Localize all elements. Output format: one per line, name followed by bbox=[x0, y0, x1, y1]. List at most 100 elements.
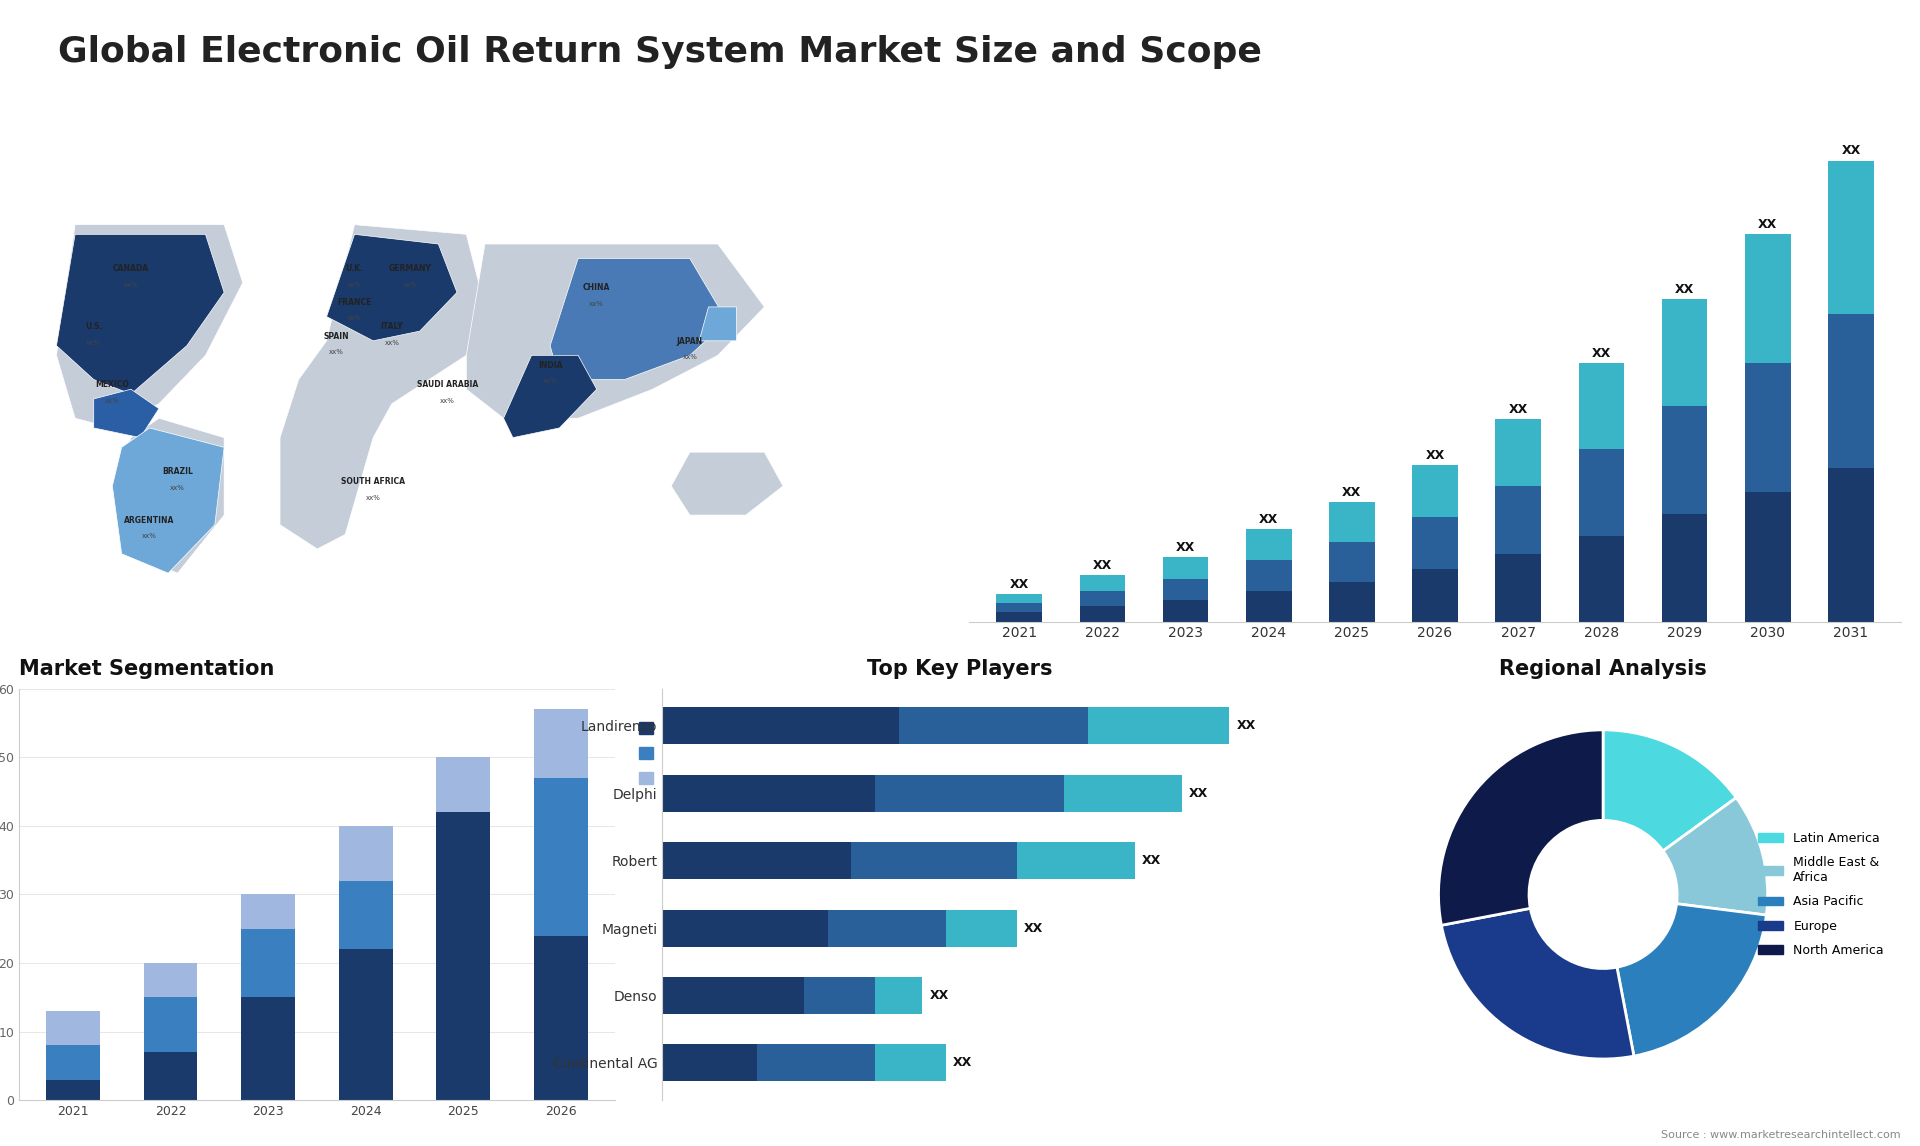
Text: BRAZIL: BRAZIL bbox=[161, 468, 194, 477]
Bar bbox=[996, 612, 1043, 621]
Wedge shape bbox=[1442, 909, 1634, 1059]
Bar bbox=[1745, 493, 1791, 621]
Text: XX: XX bbox=[1236, 720, 1256, 732]
Text: xx%: xx% bbox=[384, 339, 399, 346]
Bar bbox=[947, 910, 1018, 947]
Legend: Latin America, Middle East &
Africa, Asia Pacific, Europe, North America: Latin America, Middle East & Africa, Asi… bbox=[1753, 827, 1889, 961]
Bar bbox=[1246, 529, 1292, 560]
Text: CHINA: CHINA bbox=[584, 283, 611, 292]
Bar bbox=[242, 894, 296, 928]
Bar bbox=[899, 707, 1087, 745]
Bar bbox=[46, 1011, 100, 1045]
Bar bbox=[1578, 535, 1624, 621]
Bar bbox=[1164, 557, 1208, 579]
Text: XX: XX bbox=[1142, 854, 1162, 868]
Bar bbox=[144, 963, 198, 997]
Wedge shape bbox=[1617, 904, 1766, 1057]
Bar bbox=[436, 758, 490, 813]
Bar bbox=[1329, 582, 1375, 621]
Bar bbox=[1745, 363, 1791, 493]
Bar bbox=[1329, 502, 1375, 542]
Bar bbox=[662, 978, 804, 1014]
Text: XX: XX bbox=[1023, 921, 1043, 935]
Text: xx%: xx% bbox=[682, 354, 697, 360]
Bar bbox=[1329, 542, 1375, 582]
Bar bbox=[1578, 363, 1624, 449]
Bar bbox=[1745, 234, 1791, 363]
Bar bbox=[1496, 554, 1542, 621]
Bar bbox=[1079, 575, 1125, 591]
Text: XX: XX bbox=[1175, 541, 1194, 554]
Text: XX: XX bbox=[1425, 449, 1444, 462]
Text: xx%: xx% bbox=[328, 350, 344, 355]
Bar bbox=[242, 928, 296, 997]
Text: XX: XX bbox=[1092, 559, 1112, 572]
Bar bbox=[1828, 160, 1874, 314]
Text: MEXICO: MEXICO bbox=[96, 380, 129, 390]
Bar bbox=[1246, 560, 1292, 591]
Polygon shape bbox=[56, 225, 242, 427]
Bar bbox=[756, 1044, 876, 1082]
Text: xx%: xx% bbox=[403, 282, 419, 288]
Text: XX: XX bbox=[1592, 347, 1611, 360]
Polygon shape bbox=[326, 234, 457, 340]
Text: xx%: xx% bbox=[365, 495, 380, 501]
Bar bbox=[662, 910, 828, 947]
Bar bbox=[338, 881, 392, 949]
Text: XX: XX bbox=[1841, 144, 1860, 157]
Text: ARGENTINA: ARGENTINA bbox=[125, 516, 175, 525]
Text: XX: XX bbox=[1010, 578, 1029, 591]
Polygon shape bbox=[94, 390, 159, 438]
Bar bbox=[828, 910, 947, 947]
Polygon shape bbox=[672, 453, 783, 515]
Text: xx%: xx% bbox=[543, 378, 557, 384]
Text: xx%: xx% bbox=[106, 398, 119, 403]
Bar bbox=[804, 978, 876, 1014]
Wedge shape bbox=[1603, 730, 1736, 851]
Wedge shape bbox=[1663, 798, 1768, 915]
Bar bbox=[662, 1044, 756, 1082]
Bar bbox=[1578, 449, 1624, 535]
Bar bbox=[144, 997, 198, 1052]
Bar bbox=[1661, 515, 1707, 621]
Text: SAUDI ARABIA: SAUDI ARABIA bbox=[417, 380, 478, 390]
Text: XX: XX bbox=[1188, 787, 1208, 800]
Text: Global Electronic Oil Return System Market Size and Scope: Global Electronic Oil Return System Mark… bbox=[58, 34, 1261, 69]
Polygon shape bbox=[467, 244, 764, 418]
Bar bbox=[1087, 707, 1229, 745]
Bar bbox=[534, 935, 588, 1100]
Polygon shape bbox=[280, 225, 486, 549]
Text: XX: XX bbox=[1674, 283, 1693, 296]
Title: Top Key Players: Top Key Players bbox=[868, 659, 1052, 678]
Bar bbox=[1246, 591, 1292, 621]
Polygon shape bbox=[551, 259, 728, 379]
Text: XX: XX bbox=[1342, 486, 1361, 499]
Text: ITALY: ITALY bbox=[380, 322, 403, 331]
Text: GERMANY: GERMANY bbox=[390, 264, 432, 273]
Polygon shape bbox=[56, 234, 225, 394]
Bar bbox=[1828, 314, 1874, 468]
Wedge shape bbox=[1438, 730, 1603, 925]
Bar bbox=[436, 813, 490, 1100]
Text: xx%: xx% bbox=[348, 282, 363, 288]
Bar bbox=[876, 1044, 947, 1082]
Text: XX: XX bbox=[1509, 402, 1528, 416]
Text: XX: XX bbox=[1759, 218, 1778, 231]
Bar bbox=[876, 775, 1064, 811]
Bar bbox=[662, 707, 899, 745]
Polygon shape bbox=[113, 418, 225, 573]
Bar bbox=[1079, 606, 1125, 621]
Polygon shape bbox=[699, 307, 737, 340]
Bar bbox=[534, 778, 588, 935]
Bar bbox=[338, 949, 392, 1100]
Bar bbox=[1413, 517, 1457, 570]
Bar bbox=[1164, 579, 1208, 601]
Text: Market Segmentation: Market Segmentation bbox=[19, 659, 275, 678]
Polygon shape bbox=[503, 355, 597, 438]
Text: XX: XX bbox=[1260, 513, 1279, 526]
Text: xx%: xx% bbox=[348, 315, 363, 322]
Legend: Type, Application, Geography: Type, Application, Geography bbox=[634, 716, 747, 792]
Bar bbox=[1018, 842, 1135, 879]
Text: xx%: xx% bbox=[440, 398, 455, 403]
Bar bbox=[1079, 591, 1125, 606]
